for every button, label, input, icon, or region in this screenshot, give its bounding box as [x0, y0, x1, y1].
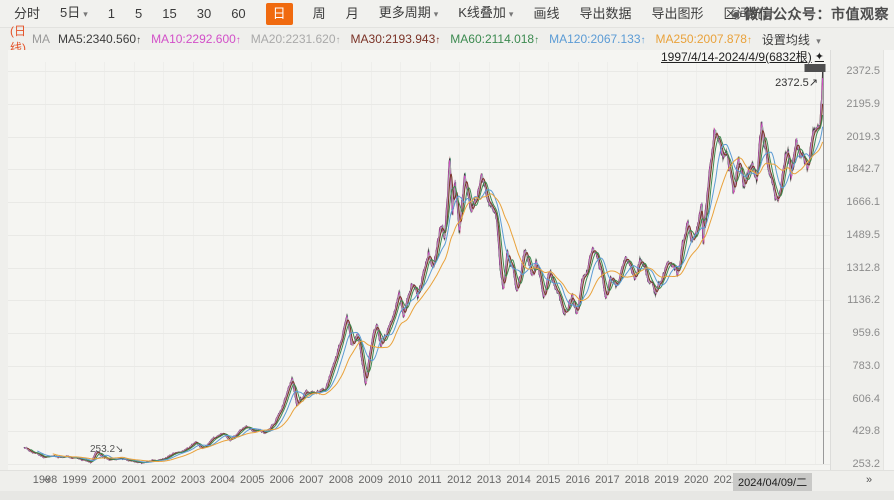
scroll-right-button[interactable]: »	[866, 474, 873, 486]
x-tick-label: 2008	[328, 474, 354, 486]
y-tick-label: 783.0	[852, 359, 880, 372]
x-tick-label: 2013	[476, 474, 502, 486]
ma-value-ma5: MA5:2340.560↑	[58, 32, 142, 46]
x-tick-label: 2002	[151, 474, 176, 486]
time-axis: « » 1998 1999 2000 2001 2002 2003 2004 2005 2006…	[0, 470, 894, 491]
watermark-text: 微信公众号：市值观察	[744, 6, 889, 22]
toolbar-item-day[interactable]: 日	[265, 2, 293, 25]
y-tick-label: 1312.8	[846, 261, 880, 274]
toolbar-item-export-image[interactable]: 导出图形	[651, 5, 704, 21]
y-tick-label: 2195.9	[846, 97, 880, 110]
x-tick-label: 1999	[62, 474, 87, 486]
price-axis: 2372.5 2195.9 2019.3 1842.7 1666.1 1489.5 1312…	[830, 50, 894, 470]
high-price-label: 2372.5↗	[775, 77, 818, 89]
toolbar-item-min15[interactable]: 15	[162, 5, 177, 21]
chevron-down-icon: ▾	[508, 9, 514, 19]
x-tick-label: 2010	[387, 474, 413, 486]
watermark: ◉ 微信公众号：市值观察	[731, 5, 889, 23]
toolbar-item-min1[interactable]: 1	[107, 5, 116, 21]
x-tick-label: 2015	[535, 474, 561, 486]
toolbar-item-draw-line[interactable]: 画线	[533, 5, 560, 21]
chevron-down-icon: ▾	[83, 9, 88, 19]
x-tick-label: 2003	[180, 474, 206, 486]
y-tick-label: 253.2	[852, 458, 880, 470]
candlestick-canvas[interactable]	[8, 50, 830, 470]
ma-settings-button[interactable]: 设置均线 ▾	[761, 32, 821, 47]
x-tick-label: 2004	[210, 474, 235, 486]
y-tick-label: 1666.1	[846, 196, 880, 208]
ma-value-ma250: MA250:2007.878↑	[655, 32, 752, 46]
toolbar-item-min30[interactable]: 30	[196, 5, 212, 21]
toolbar-item-kline-overlay[interactable]: K线叠加 ▾	[458, 5, 514, 20]
y-tick-label: 1489.5	[846, 228, 880, 241]
toolbar-item-more-period[interactable]: 更多周期 ▾	[378, 5, 439, 20]
scroll-left-button[interactable]: «	[44, 474, 51, 486]
x-tick-label: 2009	[358, 474, 383, 486]
x-tick-label: 2006	[269, 474, 295, 486]
toolbar-item-export-data[interactable]: 导出数据	[579, 5, 632, 21]
period-toolbar: 分时 5日 ▾ 1 5 15 30 60 日周月更多周期 ▾ K线叠加 ▾ 画线 导出数据 导出图形 区间统计…	[0, 0, 894, 28]
x-tick-label: 2020	[683, 474, 709, 486]
ma-value-ma30: MA30:2193.943↑	[350, 32, 441, 46]
y-tick-label: 606.4	[852, 392, 880, 405]
trend-up-icon: ↑	[435, 35, 441, 46]
x-tick-label: 2019	[654, 474, 679, 486]
trend-up-icon: ↑	[335, 35, 341, 46]
x-tick-label: 2007	[299, 474, 324, 486]
ma-value-ma20: MA20:2231.620↑	[250, 32, 341, 46]
ma-value-ma10: MA10:2292.600↑	[151, 32, 241, 46]
toolbar-item-min5[interactable]: 5	[135, 5, 143, 21]
x-tick-label: 2005	[239, 474, 265, 486]
trend-up-icon: ↑	[136, 35, 142, 46]
chevron-down-icon: ▾	[816, 35, 821, 46]
toolbar-item-week[interactable]: 周	[312, 5, 326, 21]
ma-value-ma120: MA120:2067.133↑	[549, 32, 646, 46]
trend-up-icon: ↑	[534, 35, 540, 46]
x-tick-label: 2018	[624, 474, 650, 486]
bottom-strip	[0, 491, 894, 500]
toolbar-item-min60[interactable]: 60	[231, 5, 246, 21]
x-tick-label: 2011	[417, 474, 442, 486]
x-tick-label: 2021	[713, 474, 739, 486]
chevron-down-icon: ▾	[433, 9, 439, 19]
toolbar-item-month[interactable]: 月	[345, 5, 359, 21]
x-tick-label: 2000	[91, 474, 117, 486]
x-tick-label: 2017	[595, 474, 620, 486]
x-tick-label: 2012	[447, 474, 472, 486]
ma-value-ma60: MA60:2114.018↑	[450, 32, 540, 46]
date-range-label[interactable]: 1997/4/14-2024/4/9(6832根) ✦	[661, 50, 824, 64]
y-tick-label: 429.8	[852, 425, 880, 438]
x-tick-label: 2016	[565, 474, 591, 486]
y-tick-label: 1842.7	[846, 163, 880, 176]
y-tick-label: 959.6	[852, 327, 880, 339]
pin-icon: ✦	[814, 51, 824, 63]
ma-indicator-bar: (日线) MA MA5:2340.560↑ MA10:2292.600↑ MA20:…	[0, 24, 894, 55]
toolbar-item-5day[interactable]: 5日 ▾	[60, 5, 88, 20]
x-tick-label: 1998	[32, 474, 58, 486]
y-tick-label: 1136.2	[847, 294, 880, 307]
toolbar-item-fenshi[interactable]: 分时	[14, 5, 41, 21]
right-scroll-strip[interactable]	[883, 50, 894, 470]
wechat-logo-icon: ◉	[731, 7, 742, 21]
trend-up-icon: ↑	[235, 35, 241, 46]
current-date-badge[interactable]: 2024/04/09/二	[733, 473, 813, 491]
x-tick-label: 2001	[121, 474, 147, 486]
ma-values: MA5:2340.560↑ MA10:2292.600↑ MA20:2231.620…	[58, 32, 762, 46]
trend-up-icon: ↑	[640, 35, 646, 46]
toolbar-item-interval-stats[interactable]: 区间统计	[723, 5, 776, 21]
trend-up-icon: ↑	[746, 35, 752, 46]
ma-label: MA	[32, 32, 50, 46]
y-tick-label: 2372.5	[846, 65, 880, 77]
y-tick-label: 2019.3	[846, 130, 880, 143]
chart-plot-area	[8, 50, 830, 470]
x-tick-label: 2014	[506, 474, 531, 486]
low-price-label: 253.2↘	[90, 444, 124, 455]
